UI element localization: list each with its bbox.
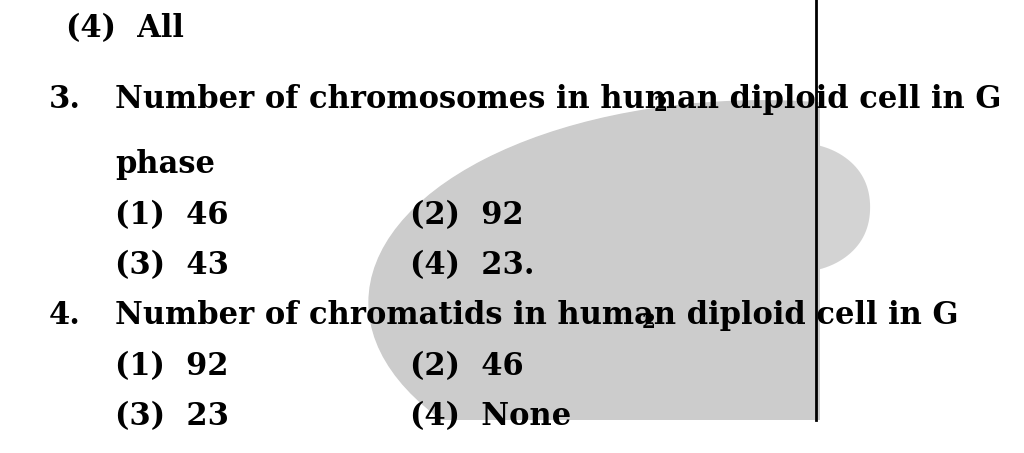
Text: 4.: 4. <box>49 300 81 332</box>
Text: (3)  43: (3) 43 <box>115 250 228 281</box>
Text: (1)  92: (1) 92 <box>115 351 228 382</box>
Text: Number of chromatids in human diploid cell in G: Number of chromatids in human diploid ce… <box>115 300 958 332</box>
Text: (2)  46: (2) 46 <box>410 351 523 382</box>
Text: (4)  All: (4) All <box>66 13 183 43</box>
Text: (3)  23: (3) 23 <box>115 401 228 432</box>
Text: 3.: 3. <box>49 84 81 115</box>
Text: P: P <box>648 134 878 429</box>
Text: Number of chromosomes in human diploid cell in G: Number of chromosomes in human diploid c… <box>115 84 1001 115</box>
Circle shape <box>369 101 1024 453</box>
Text: 2: 2 <box>653 96 668 116</box>
Text: phase: phase <box>115 149 215 180</box>
Text: (1)  46: (1) 46 <box>115 200 228 231</box>
Text: 2: 2 <box>642 312 656 332</box>
Text: (4)  23.: (4) 23. <box>410 250 535 281</box>
Text: (4)  None: (4) None <box>410 401 571 432</box>
Text: (2)  92: (2) 92 <box>410 200 523 231</box>
